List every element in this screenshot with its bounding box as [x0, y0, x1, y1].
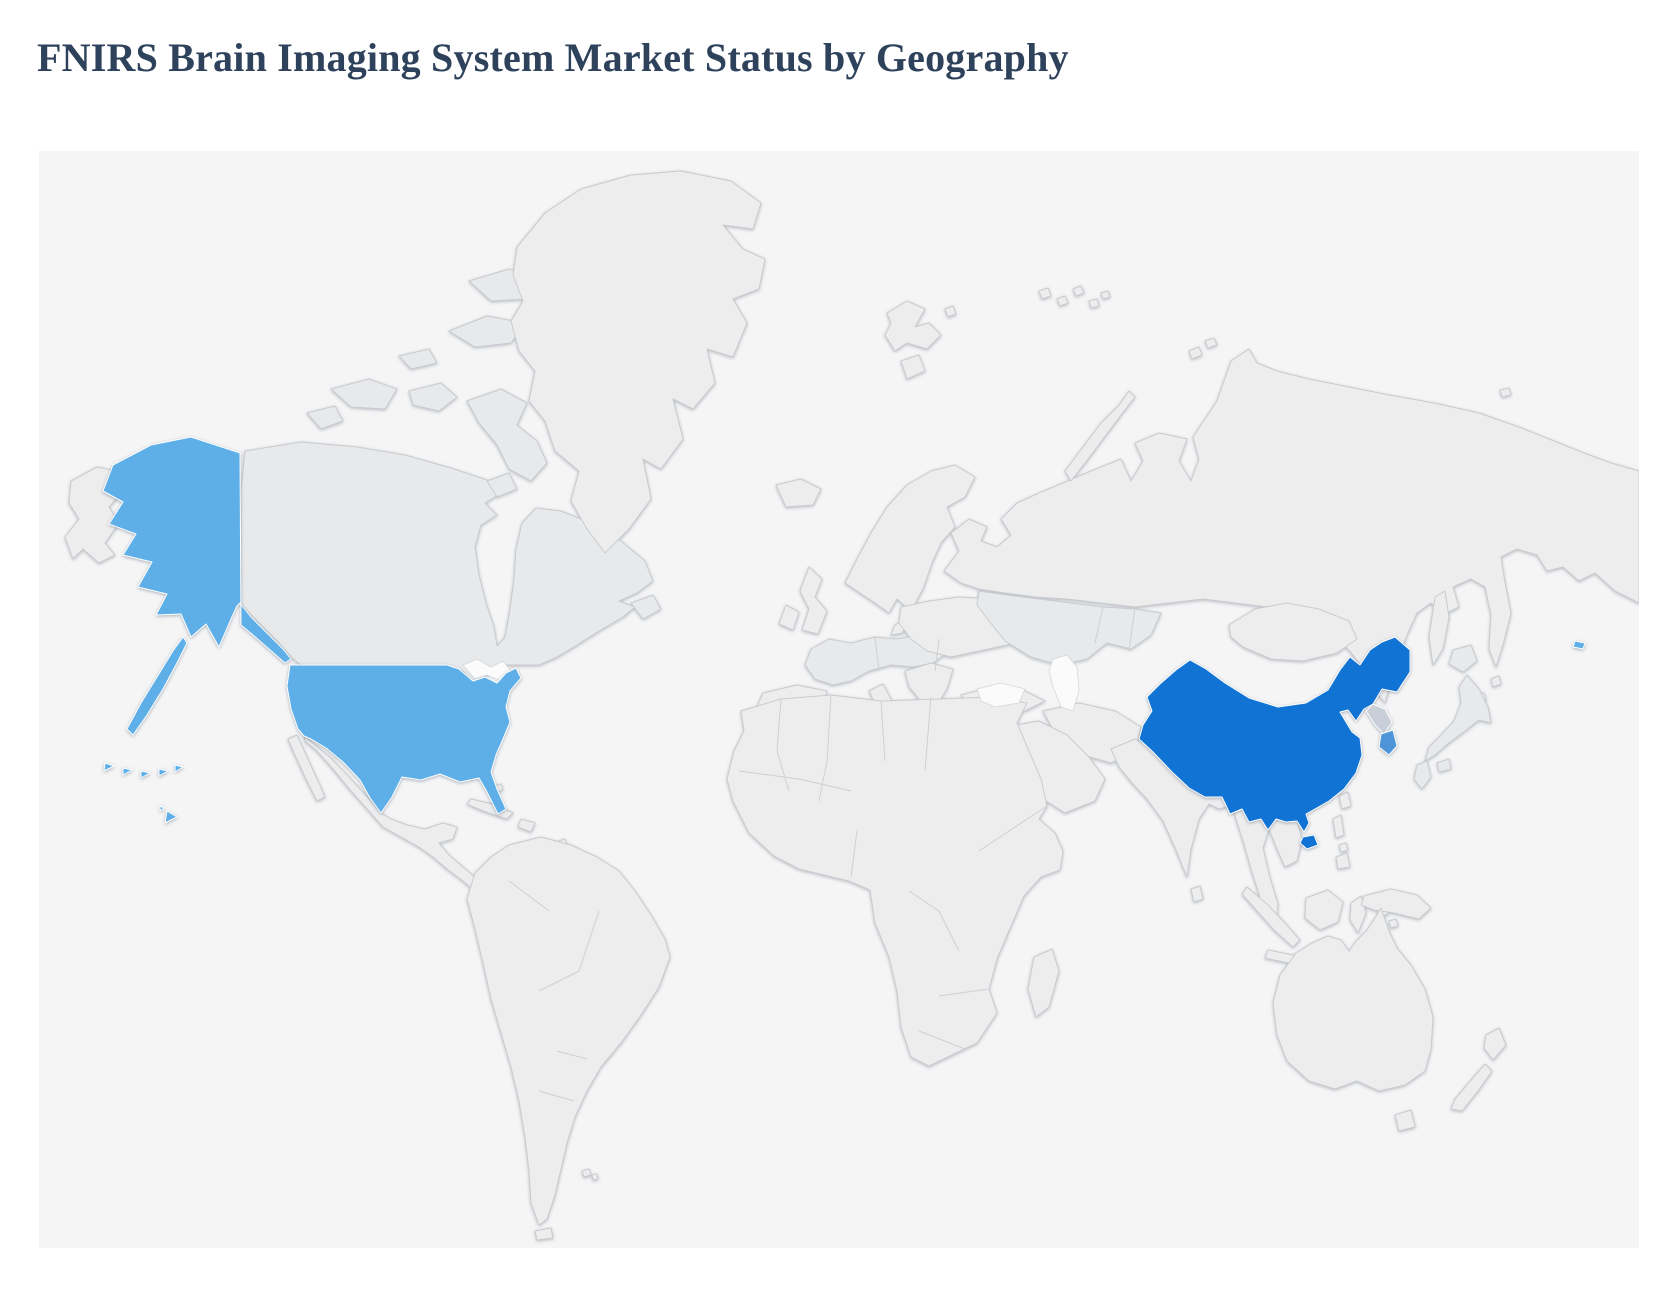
islands-franz-josef — [1038, 285, 1111, 309]
usa-lower48[interactable] — [286, 664, 522, 815]
continent-south-america — [466, 836, 671, 1226]
islands-caribbean — [493, 783, 571, 859]
country-greenland — [510, 170, 766, 554]
country-madagascar — [1027, 948, 1060, 1018]
usa-hawaii[interactable] — [159, 805, 178, 824]
country-border-lines — [508, 606, 1136, 1102]
country-uk — [799, 566, 828, 635]
country-philippines — [1332, 814, 1351, 870]
china-mainland[interactable] — [1138, 636, 1411, 833]
black-sea — [976, 682, 1026, 708]
islands-arctic-east — [1188, 337, 1512, 398]
world-map — [39, 151, 1639, 1248]
island-borneo — [1304, 889, 1344, 931]
island-sumatra — [1241, 886, 1301, 948]
usa-attu-island[interactable] — [1572, 640, 1586, 650]
country-australia — [1272, 907, 1434, 1092]
island-tasmania — [1394, 1109, 1416, 1132]
region-central-asia — [976, 590, 1162, 666]
country-taiwan — [1338, 791, 1352, 810]
island-new-guinea — [1360, 888, 1432, 920]
island-sakhalin — [1428, 590, 1450, 666]
region-scandinavia — [844, 464, 976, 614]
country-canada — [240, 268, 662, 686]
usa-alaska[interactable] — [102, 436, 292, 664]
islands-svalbard — [884, 300, 957, 380]
country-usa[interactable] — [102, 436, 1586, 824]
region-central-europe — [804, 634, 948, 686]
island-tierra-del-fuego — [534, 1227, 554, 1241]
usa-aleutian-islands[interactable] — [103, 762, 184, 779]
country-china[interactable] — [1138, 636, 1411, 850]
caspian-sea — [1048, 654, 1080, 712]
china-hainan[interactable] — [1299, 834, 1319, 850]
inland-water — [462, 654, 1080, 712]
country-south-korea[interactable] — [1378, 729, 1398, 756]
country-mongolia — [1228, 602, 1358, 662]
country-iceland — [775, 478, 822, 508]
country-new-zealand — [1450, 1027, 1507, 1112]
country-japan — [1413, 644, 1492, 790]
world-map-svg — [39, 151, 1639, 1248]
island-novaya-zemlya — [1064, 390, 1136, 482]
region-baja-california — [287, 734, 326, 802]
usa-alaska-peninsula[interactable] — [126, 636, 188, 736]
country-sri-lanka — [1190, 885, 1204, 903]
page-title: FNIRS Brain Imaging System Market Status… — [37, 35, 1069, 80]
islands-falkland — [581, 1168, 599, 1181]
country-ireland — [778, 604, 800, 631]
